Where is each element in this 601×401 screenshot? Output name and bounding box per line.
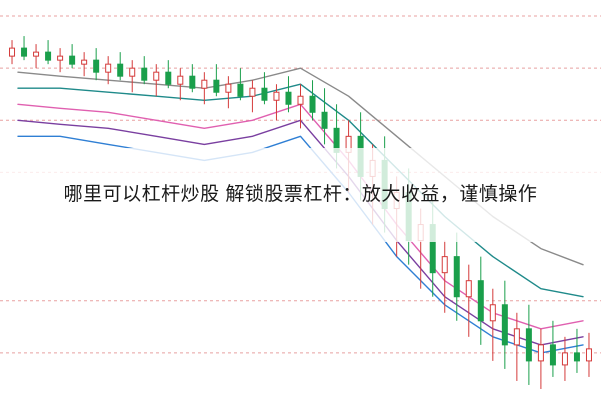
candle-body (321, 111, 328, 129)
candle-body (273, 91, 280, 101)
candle-body (213, 79, 220, 93)
candle-body (141, 67, 148, 81)
candle-body (501, 304, 508, 346)
candle-body (201, 79, 208, 89)
candle-body (33, 51, 40, 57)
candle-body (561, 352, 568, 366)
candle-body (81, 59, 88, 65)
candle-body (177, 75, 184, 85)
candle-body (9, 47, 16, 57)
candle-body (525, 328, 532, 362)
candle-body (21, 47, 28, 57)
candle-body (573, 352, 580, 362)
candle-body (297, 95, 304, 105)
candle-body (57, 55, 64, 61)
candle-body (549, 344, 556, 366)
candle-body (129, 67, 136, 77)
candle-body (249, 87, 256, 97)
candle-body (45, 51, 52, 61)
candle-body (585, 348, 592, 362)
candle-body (465, 280, 472, 298)
candle-body (165, 71, 172, 85)
candle-body (237, 83, 244, 97)
candles (9, 36, 592, 389)
candle-body (117, 63, 124, 77)
candle-body (441, 256, 448, 274)
candle-body (69, 55, 76, 65)
candle-body (513, 328, 520, 346)
candle-body (153, 71, 160, 81)
title-overlay-band: 哪里可以杠杆炒股 解锁股票杠杆：放大收益，谨慎操作 (0, 148, 601, 242)
candle-body (225, 83, 232, 93)
candle-body (489, 304, 496, 322)
candle-body (537, 344, 544, 362)
candle-body (453, 256, 460, 298)
candle-body (261, 87, 268, 101)
candle-body (477, 280, 484, 322)
candle-body (93, 59, 100, 73)
ma-line (17, 83, 584, 298)
candle-body (309, 95, 316, 113)
overlay-title-text: 哪里可以杠杆炒股 解锁股票杠杆：放大收益，谨慎操作 (63, 184, 538, 205)
candle-body (285, 91, 292, 105)
candle-body (105, 63, 112, 73)
candle-body (189, 75, 196, 89)
